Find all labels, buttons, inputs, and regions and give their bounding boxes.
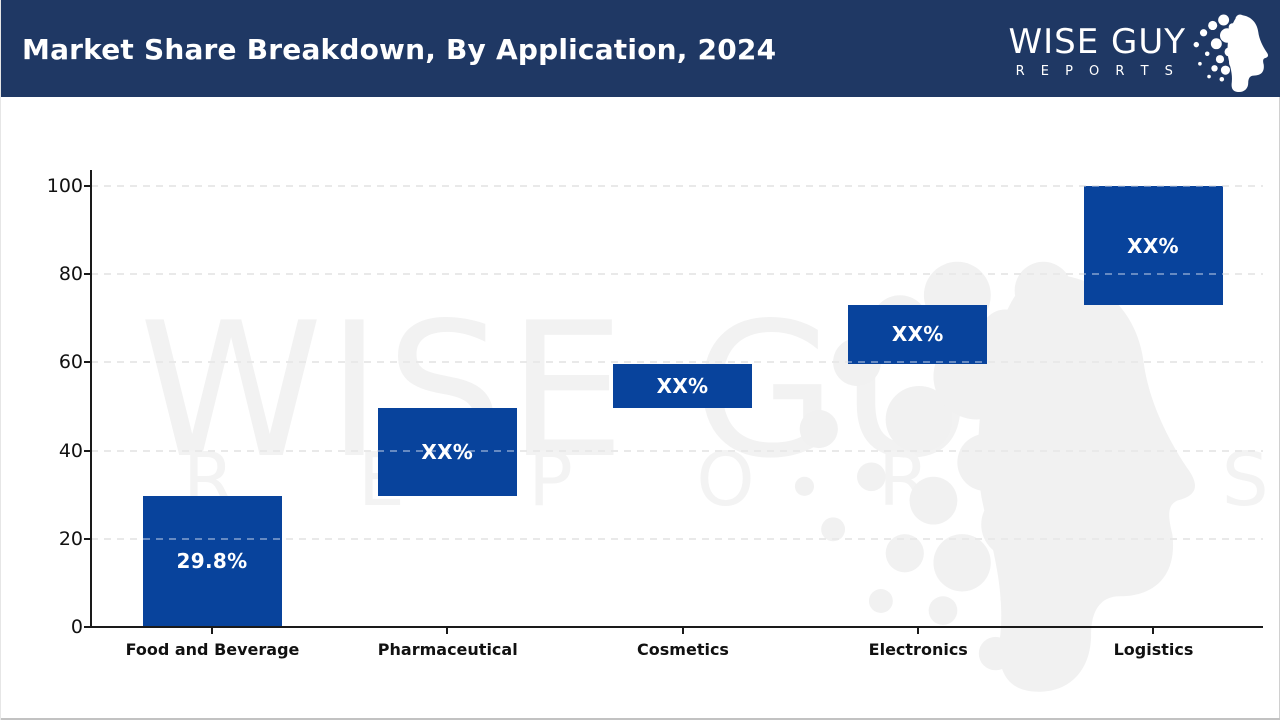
y-tick-mark-60 bbox=[84, 361, 91, 364]
bar-cosmetics: XX% bbox=[613, 363, 752, 408]
bar-food-and-beverage: 29.8% bbox=[142, 495, 282, 627]
x-tick-mark-3 bbox=[681, 627, 684, 634]
x-category-label: Food and Beverage bbox=[125, 640, 300, 659]
gridline-40 bbox=[91, 449, 1263, 452]
x-tick-mark-2 bbox=[446, 627, 449, 634]
x-category-label: Electronics bbox=[868, 640, 968, 659]
y-tick-mark-100 bbox=[84, 185, 91, 187]
bar-pharmaceutical: XX% bbox=[377, 407, 517, 496]
bar-value-label: XX% bbox=[421, 439, 474, 464]
x-tick-mark-1 bbox=[211, 627, 213, 634]
gridline-60 bbox=[91, 361, 1263, 364]
gridline-100 bbox=[91, 185, 1263, 187]
chart-title: Market Share Breakdown, By Application, … bbox=[22, 33, 777, 66]
y-tick-label-40: 40 bbox=[58, 439, 83, 462]
logo-head-icon bbox=[1193, 14, 1269, 92]
logo-text: WISE GUY R E P O R T S bbox=[1008, 22, 1186, 79]
y-tick-mark-20 bbox=[84, 537, 91, 540]
bar-value-label: 29.8% bbox=[176, 549, 248, 574]
bottom-border bbox=[1, 718, 1280, 720]
y-tick-mark-0 bbox=[84, 626, 91, 628]
y-tick-label-80: 80 bbox=[58, 263, 83, 286]
x-tick-mark-4 bbox=[916, 627, 919, 634]
y-tick-label-100: 100 bbox=[46, 175, 83, 197]
y-tick-label-20: 20 bbox=[58, 527, 83, 550]
x-category-label: Pharmaceutical bbox=[377, 640, 518, 659]
y-tick-mark-40 bbox=[84, 449, 91, 452]
x-axis-line bbox=[90, 626, 1263, 628]
y-tick-mark-80 bbox=[84, 273, 91, 276]
bar-value-label: XX% bbox=[656, 373, 709, 398]
header-bar: Market Share Breakdown, By Application, … bbox=[1, 0, 1280, 97]
wise-guy-reports-logo: WISE GUY R E P O R T S bbox=[1008, 6, 1271, 92]
gridline-80 bbox=[91, 273, 1263, 276]
y-tick-label-60: 60 bbox=[58, 351, 83, 374]
logo-wordmark: WISE GUY bbox=[1008, 22, 1186, 62]
bar-value-label: XX% bbox=[1127, 233, 1179, 258]
y-axis-line bbox=[90, 170, 92, 628]
logo-subtext: R E P O R T S bbox=[1015, 64, 1179, 79]
gridline-20 bbox=[91, 537, 1263, 540]
y-tick-label-0: 0 bbox=[70, 616, 83, 638]
x-category-label: Logistics bbox=[1113, 640, 1194, 659]
x-category-label: Cosmetics bbox=[637, 640, 729, 659]
x-tick-mark-5 bbox=[1152, 627, 1154, 634]
